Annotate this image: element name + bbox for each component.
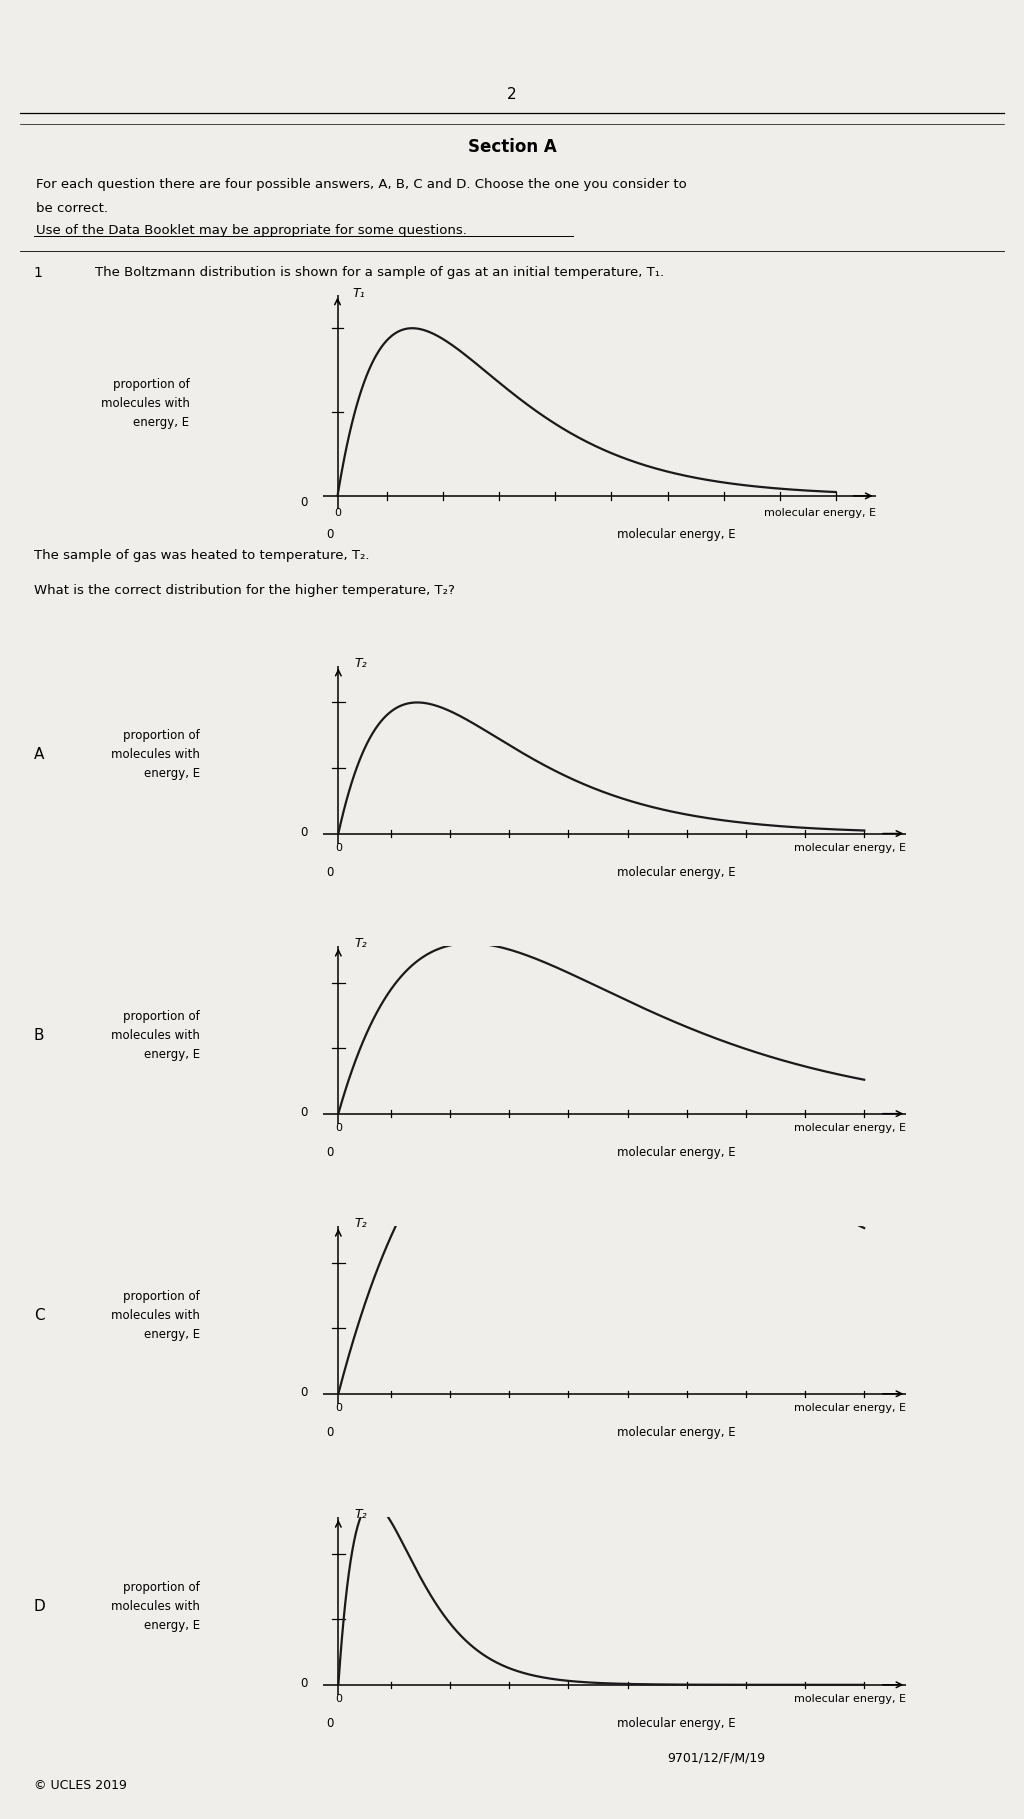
Text: molecular energy, E: molecular energy, E <box>795 842 906 853</box>
Text: molecular energy, E: molecular energy, E <box>616 1426 735 1439</box>
Text: A: A <box>34 748 44 762</box>
Text: be correct.: be correct. <box>36 202 108 215</box>
Text: 0: 0 <box>334 508 341 518</box>
Text: molecular energy, E: molecular energy, E <box>616 866 735 879</box>
Text: proportion of
molecules with
energy, E: proportion of molecules with energy, E <box>111 1581 200 1632</box>
Text: 0: 0 <box>300 1677 307 1690</box>
Text: The sample of gas was heated to temperature, T₂.: The sample of gas was heated to temperat… <box>34 549 370 562</box>
Text: molecular energy, E: molecular energy, E <box>616 1146 735 1159</box>
Text: molecular energy, E: molecular energy, E <box>616 528 735 540</box>
Text: What is the correct distribution for the higher temperature, T₂?: What is the correct distribution for the… <box>34 584 455 597</box>
Text: 0: 0 <box>335 1402 342 1413</box>
Text: proportion of
molecules with
energy, E: proportion of molecules with energy, E <box>111 729 200 780</box>
Text: molecular energy, E: molecular energy, E <box>795 1402 906 1413</box>
Text: C: C <box>34 1308 44 1322</box>
Text: The Boltzmann distribution is shown for a sample of gas at an initial temperatur: The Boltzmann distribution is shown for … <box>95 266 665 278</box>
Text: 0: 0 <box>326 1146 334 1159</box>
Text: 1: 1 <box>34 266 43 280</box>
Text: © UCLES 2019: © UCLES 2019 <box>34 1779 127 1792</box>
Text: 2: 2 <box>507 87 517 102</box>
Text: molecular energy, E: molecular energy, E <box>764 508 876 518</box>
Text: D: D <box>34 1599 45 1613</box>
Text: 0: 0 <box>300 1386 307 1399</box>
Text: For each question there are four possible answers, A, B, C and D. Choose the one: For each question there are four possibl… <box>36 178 686 191</box>
Text: Use of the Data Booklet may be appropriate for some questions.: Use of the Data Booklet may be appropria… <box>36 224 467 236</box>
Text: B: B <box>34 1028 44 1042</box>
Text: 0: 0 <box>326 1426 334 1439</box>
Text: 0: 0 <box>326 528 334 540</box>
Text: 0: 0 <box>335 1122 342 1133</box>
Text: 9701/12/F/M/19: 9701/12/F/M/19 <box>668 1752 766 1764</box>
Text: proportion of
molecules with
energy, E: proportion of molecules with energy, E <box>100 378 189 429</box>
Text: molecular energy, E: molecular energy, E <box>616 1717 735 1730</box>
Text: molecular energy, E: molecular energy, E <box>795 1693 906 1704</box>
Text: T₂: T₂ <box>354 1217 367 1230</box>
Text: T₂: T₂ <box>354 1508 367 1521</box>
Text: 0: 0 <box>300 495 307 509</box>
Text: 0: 0 <box>300 826 307 839</box>
Text: T₂: T₂ <box>354 937 367 950</box>
Text: 0: 0 <box>326 1717 334 1730</box>
Text: 0: 0 <box>335 842 342 853</box>
Text: T₂: T₂ <box>354 657 367 669</box>
Text: 0: 0 <box>335 1693 342 1704</box>
Text: proportion of
molecules with
energy, E: proportion of molecules with energy, E <box>111 1010 200 1060</box>
Text: T₁: T₁ <box>352 287 366 300</box>
Text: Section A: Section A <box>468 138 556 156</box>
Text: molecular energy, E: molecular energy, E <box>795 1122 906 1133</box>
Text: proportion of
molecules with
energy, E: proportion of molecules with energy, E <box>111 1290 200 1341</box>
Text: 0: 0 <box>326 866 334 879</box>
Text: 0: 0 <box>300 1106 307 1119</box>
